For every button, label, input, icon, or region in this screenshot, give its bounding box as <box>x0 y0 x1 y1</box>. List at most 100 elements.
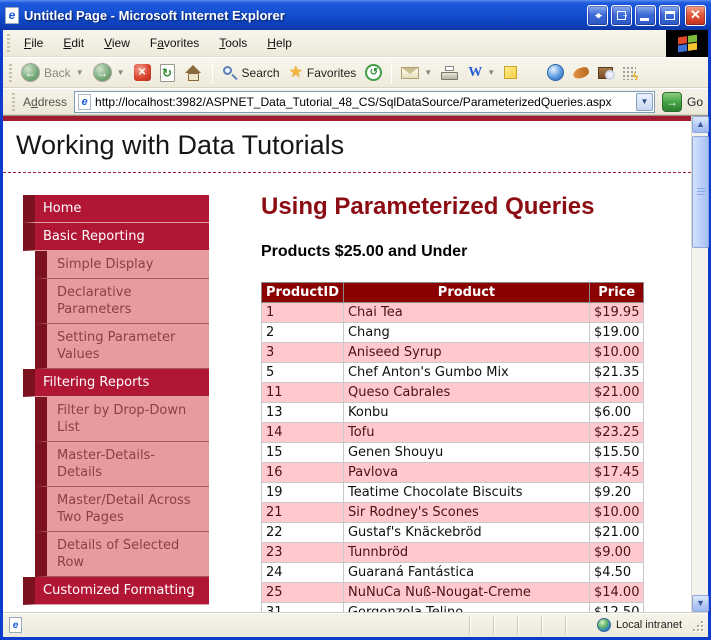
sidebar-menu: Home Basic Reporting Simple Display Decl… <box>23 195 209 605</box>
go-button[interactable]: → Go <box>661 91 703 112</box>
sidebar-item-label: Basic Reporting <box>43 229 145 244</box>
notes-button[interactable] <box>500 64 521 81</box>
menu-item[interactable]: File <box>24 36 44 50</box>
maximize-button[interactable] <box>659 4 680 26</box>
back-button[interactable]: ← Back ▼ <box>17 61 88 84</box>
edit-with-word-button[interactable]: W ▼ <box>464 63 499 83</box>
sidebar-item-label: Master/Detail Across Two Pages <box>57 493 191 525</box>
home-icon <box>184 64 203 81</box>
chevron-down-icon: ▼ <box>640 97 649 106</box>
forward-dropdown-icon[interactable]: ▼ <box>116 68 125 77</box>
search-icon <box>222 65 238 81</box>
cell-product-name: Tofu <box>342 422 590 443</box>
history-button[interactable]: ↺ <box>361 62 386 83</box>
menu-item[interactable]: Tools <box>219 36 248 50</box>
toolbar-grip[interactable] <box>12 92 15 111</box>
cell-product-id: 15 <box>261 442 344 463</box>
pan-toggle-button[interactable]: ◂▸ <box>587 4 608 26</box>
ie-page-icon: e <box>5 6 19 24</box>
status-pane <box>468 616 493 634</box>
stop-button[interactable]: ✕ <box>130 62 155 83</box>
research-book-icon <box>598 66 616 80</box>
pan-icon: ◂▸ <box>594 9 602 20</box>
sidebar-item[interactable]: Basic Reporting <box>23 223 209 251</box>
cell-product-id: 25 <box>261 582 344 603</box>
cell-price: $17.45 <box>588 462 645 483</box>
table-header-row: ProductID Product Price <box>261 282 645 303</box>
messenger-button[interactable] <box>543 62 568 83</box>
cell-price: $23.25 <box>588 422 645 443</box>
quick-launch-button[interactable] <box>569 65 593 80</box>
main-content: Using Parameterized Queries Products $25… <box>261 193 663 612</box>
menu-item[interactable]: Help <box>267 36 292 50</box>
minimize-button[interactable] <box>635 4 656 26</box>
word-dropdown-icon[interactable]: ▼ <box>487 68 496 77</box>
sidebar-item[interactable]: Filter by Drop-Down List <box>35 397 209 442</box>
tools-grid-button[interactable]: ϟ <box>618 64 640 83</box>
back-dropdown-icon[interactable]: ▼ <box>75 68 84 77</box>
cell-price: $10.00 <box>588 342 645 363</box>
site-title: Working with Data Tutorials <box>16 130 345 160</box>
research-button[interactable] <box>594 65 617 81</box>
cell-product-name: Tunnbröd <box>342 542 590 563</box>
note-icon <box>504 66 518 79</box>
scrollbar-thumb[interactable] <box>692 136 709 248</box>
resize-grip[interactable] <box>690 618 704 632</box>
cell-product-id: 1 <box>261 302 344 323</box>
home-button[interactable] <box>180 63 207 83</box>
menu-item[interactable]: View <box>104 36 130 50</box>
toolbar-grip[interactable] <box>7 34 10 52</box>
search-button[interactable]: Search <box>218 63 284 83</box>
cell-price: $21.35 <box>588 362 645 383</box>
windows-flag-icon <box>677 34 697 52</box>
menu-item[interactable]: Edit <box>63 36 85 50</box>
scroll-down-button[interactable]: ▼ <box>692 595 709 612</box>
back-icon: ← <box>21 63 40 82</box>
sidebar-item[interactable]: Setting Parameter Values <box>35 324 209 369</box>
cell-price: $19.95 <box>588 302 645 323</box>
pop-out-button[interactable]: → <box>611 4 632 26</box>
menu-item[interactable]: Favorites <box>149 36 200 50</box>
cell-product-name: Chang <box>342 322 590 343</box>
sidebar-item-label: Home <box>43 201 82 216</box>
address-bar: Address e http://localhost:3982/ASPNET_D… <box>3 88 708 115</box>
table-row: 25 NuNuCa Nuß-Nougat-Creme $14.00 <box>261 582 645 603</box>
sidebar-item[interactable]: Master/Detail Across Two Pages <box>35 487 209 532</box>
toolbar-grip[interactable] <box>9 63 12 82</box>
print-button[interactable] <box>437 64 463 82</box>
cell-product-name: Guaraná Fantástica <box>342 562 590 583</box>
sidebar-item[interactable]: Home <box>23 195 209 223</box>
favorites-button[interactable]: ★ Favorites <box>285 63 361 83</box>
status-bar: e Local intranet <box>3 612 708 637</box>
sidebar-item[interactable]: Filtering Reports <box>23 369 209 397</box>
address-dropdown-button[interactable]: ▼ <box>635 92 653 111</box>
sidebar-item[interactable]: Details of Selected Row <box>35 532 209 577</box>
search-label: Search <box>241 65 280 80</box>
scroll-up-button[interactable]: ▲ <box>692 116 709 133</box>
mail-dropdown-icon[interactable]: ▼ <box>424 68 433 77</box>
cell-product-name: NuNuCa Nuß-Nougat-Creme <box>342 582 590 603</box>
vertical-scrollbar[interactable]: ▲ ▼ <box>691 116 709 612</box>
messenger-icon <box>547 64 565 81</box>
products-table: ProductID Product Price 1 <box>261 282 645 612</box>
table-row: 22 Gustaf's Knäckebröd $21.00 <box>261 522 645 543</box>
address-input[interactable]: e http://localhost:3982/ASPNET_Data_Tuto… <box>74 90 655 113</box>
refresh-button[interactable]: ↻ <box>156 62 179 84</box>
cell-product-name: Teatime Chocolate Biscuits <box>342 482 590 503</box>
window-title: Untitled Page - Microsoft Internet Explo… <box>24 7 285 23</box>
forward-button[interactable]: → ▼ <box>89 61 129 84</box>
sidebar-item[interactable]: Master-Details-Details <box>35 442 209 487</box>
url-text[interactable]: http://localhost:3982/ASPNET_Data_Tutori… <box>95 94 612 109</box>
cell-product-id: 11 <box>261 382 344 403</box>
sidebar-item-label: Declarative Parameters <box>57 285 132 317</box>
forward-icon: → <box>92 63 112 82</box>
sidebar-item[interactable]: Declarative Parameters <box>35 279 209 324</box>
mail-button[interactable]: ▼ <box>397 65 436 81</box>
sidebar-item[interactable]: Simple Display <box>35 251 209 279</box>
close-button[interactable]: ✕ <box>685 4 706 26</box>
mail-icon <box>401 66 420 79</box>
cell-product-id: 31 <box>261 602 344 612</box>
cell-product-id: 5 <box>261 362 344 383</box>
sidebar-item[interactable]: Customized Formatting <box>23 577 209 605</box>
cell-product-name: Konbu <box>342 402 590 423</box>
